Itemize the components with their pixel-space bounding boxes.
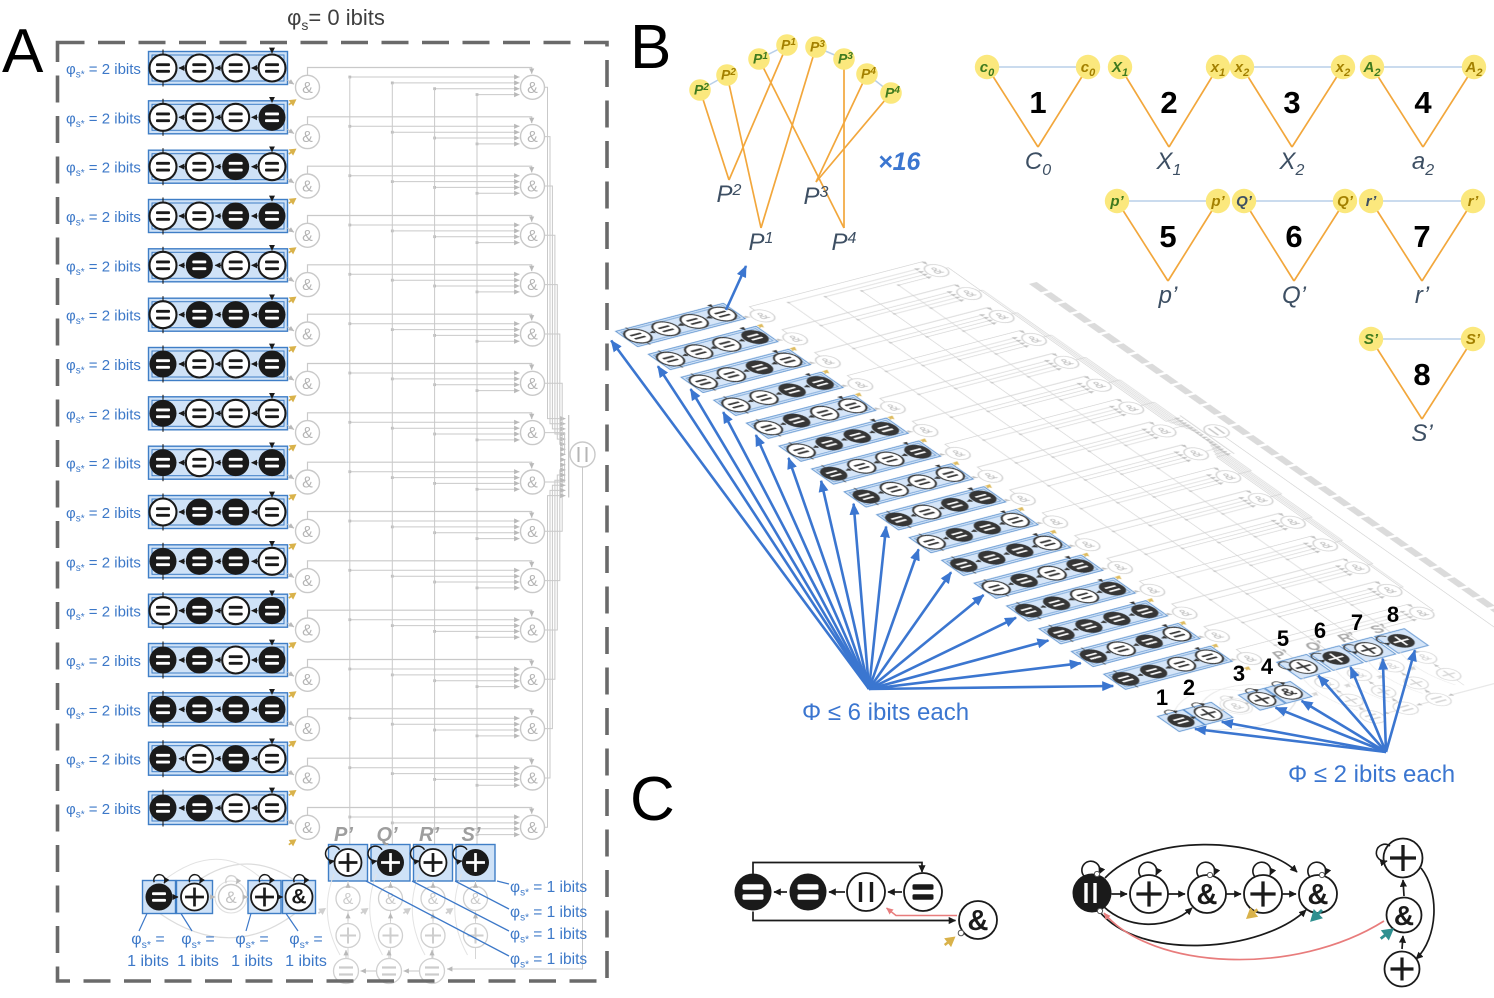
svg-text:X2: X2 xyxy=(1279,148,1305,179)
svg-text:1 ibits: 1 ibits xyxy=(231,953,273,970)
svg-text:P1: P1 xyxy=(749,229,774,256)
svg-text:7: 7 xyxy=(1413,219,1430,254)
svg-text:φs* = 2 ibits: φs* = 2 ibits xyxy=(66,752,141,772)
svg-text:a2: a2 xyxy=(1412,148,1434,179)
svg-text:p’: p’ xyxy=(1158,282,1178,309)
svg-text:φs* =: φs* = xyxy=(235,931,269,951)
svg-text:C: C xyxy=(630,765,675,834)
svg-text:Q’: Q’ xyxy=(1282,282,1307,309)
svg-text:1 ibits: 1 ibits xyxy=(285,953,327,970)
svg-text:φs* = 2 ibits: φs* = 2 ibits xyxy=(66,702,141,722)
svg-text:φs* = 1 ibits: φs* = 1 ibits xyxy=(510,904,587,924)
svg-text:2: 2 xyxy=(1183,675,1195,700)
svg-text:φs* = 2 ibits: φs* = 2 ibits xyxy=(66,406,141,426)
svg-text:5: 5 xyxy=(1159,219,1176,254)
svg-text:1: 1 xyxy=(1156,685,1168,710)
svg-text:φs* = 2 ibits: φs* = 2 ibits xyxy=(66,110,141,130)
svg-text:S’: S’ xyxy=(1364,331,1379,348)
svg-text:6: 6 xyxy=(1314,618,1326,643)
svg-text:φs* = 2 ibits: φs* = 2 ibits xyxy=(66,456,141,476)
svg-text:φs* = 2 ibits: φs* = 2 ibits xyxy=(66,505,141,525)
svg-text:φs* = 2 ibits: φs* = 2 ibits xyxy=(66,258,141,278)
svg-text:r’: r’ xyxy=(1366,193,1377,210)
svg-text:Q’: Q’ xyxy=(1236,193,1253,210)
svg-text:×16: ×16 xyxy=(878,148,922,176)
svg-text:φs* = 1 ibits: φs* = 1 ibits xyxy=(510,951,587,971)
svg-text:φs* = 1 ibits: φs* = 1 ibits xyxy=(510,879,587,899)
svg-text:4: 4 xyxy=(1261,654,1274,679)
svg-text:φs* = 2 ibits: φs* = 2 ibits xyxy=(66,801,141,821)
svg-text:Φ ≤ 6 ibits each: Φ ≤ 6 ibits each xyxy=(802,699,969,726)
svg-text:p’: p’ xyxy=(1109,193,1124,210)
svg-text:r’: r’ xyxy=(1415,282,1430,309)
svg-text:4: 4 xyxy=(1414,85,1432,120)
svg-text:7: 7 xyxy=(1351,610,1363,635)
svg-text:φs* = 1 ibits: φs* = 1 ibits xyxy=(510,926,587,946)
svg-text:Φ ≤ 2 ibits each: Φ ≤ 2 ibits each xyxy=(1288,761,1455,788)
svg-text:φs* = 2 ibits: φs* = 2 ibits xyxy=(66,160,141,180)
svg-text:2: 2 xyxy=(1160,85,1177,120)
svg-text:φs* = 2 ibits: φs* = 2 ibits xyxy=(66,653,141,673)
svg-text:1 ibits: 1 ibits xyxy=(127,953,169,970)
svg-text:3: 3 xyxy=(1283,85,1300,120)
svg-text:S’: S’ xyxy=(1411,420,1433,447)
svg-text:C0: C0 xyxy=(1025,148,1051,179)
svg-text:r’: r’ xyxy=(1468,193,1479,210)
svg-text:p’: p’ xyxy=(1210,193,1225,210)
svg-text:B: B xyxy=(630,13,671,82)
svg-text:X1: X1 xyxy=(1156,148,1182,179)
svg-text:8: 8 xyxy=(1413,357,1430,392)
svg-text:S’: S’ xyxy=(1466,331,1481,348)
svg-text:3: 3 xyxy=(1233,661,1245,686)
svg-text:A: A xyxy=(2,17,44,86)
svg-text:&: & xyxy=(1394,900,1414,931)
svg-text:&: & xyxy=(968,905,989,937)
svg-text:P2: P2 xyxy=(717,181,742,208)
svg-text:&: & xyxy=(1308,879,1329,911)
svg-text:φs* = 2 ibits: φs* = 2 ibits xyxy=(66,61,141,81)
svg-text:8: 8 xyxy=(1387,602,1399,627)
svg-text:Q’: Q’ xyxy=(1337,193,1354,210)
svg-text:φs* = 2 ibits: φs* = 2 ibits xyxy=(66,209,141,229)
svg-text:φs* = 2 ibits: φs* = 2 ibits xyxy=(66,357,141,377)
svg-text:φs* =: φs* = xyxy=(181,931,215,951)
svg-text:1 ibits: 1 ibits xyxy=(177,953,219,970)
svg-text:φs* =: φs* = xyxy=(131,931,165,951)
svg-text:φs* = 2 ibits: φs* = 2 ibits xyxy=(66,554,141,574)
svg-text:5: 5 xyxy=(1277,626,1289,651)
svg-text:φs* =: φs* = xyxy=(289,931,323,951)
svg-text:φs* = 2 ibits: φs* = 2 ibits xyxy=(66,604,141,624)
svg-text:φs= 0 ibits: φs= 0 ibits xyxy=(287,5,385,33)
svg-text:P3: P3 xyxy=(804,183,829,210)
svg-text:φs* = 2 ibits: φs* = 2 ibits xyxy=(66,308,141,328)
svg-text:&: & xyxy=(1197,879,1218,911)
svg-text:1: 1 xyxy=(1029,85,1046,120)
svg-text:6: 6 xyxy=(1285,219,1302,254)
svg-text:P4: P4 xyxy=(832,229,857,256)
